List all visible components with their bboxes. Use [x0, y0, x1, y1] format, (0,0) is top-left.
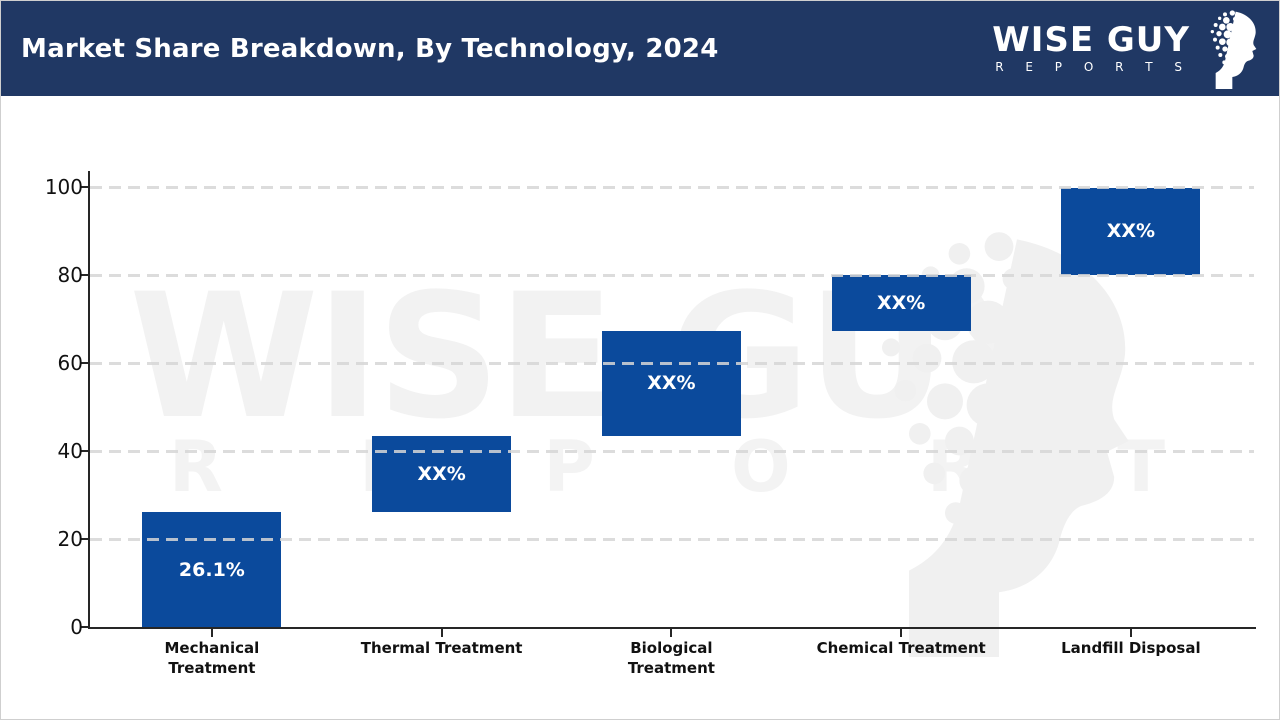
y-axis-label-80: 80	[57, 263, 83, 287]
x-axis-label-1: Thermal Treatment	[332, 638, 552, 658]
y-tick-mark-40	[81, 450, 89, 452]
x-axis-label-4: Landfill Disposal	[1021, 638, 1241, 658]
y-tick-mark-0	[81, 626, 89, 628]
y-tick-mark-20	[81, 538, 89, 540]
y-axis-line	[88, 171, 90, 629]
y-tick-mark-60	[81, 362, 89, 364]
gridline-20	[90, 538, 1254, 541]
x-axis-label-2: Biological Treatment	[561, 638, 781, 678]
x-axis-label-line: Landfill Disposal	[1061, 639, 1201, 657]
gridline-100	[90, 186, 1254, 189]
bar-biological-treatment: XX%	[601, 330, 741, 437]
y-axis-label-100: 100	[44, 175, 83, 199]
y-tick-mark-100	[81, 186, 89, 188]
y-axis-label-60: 60	[57, 351, 83, 375]
bar-value-label: XX%	[647, 372, 696, 395]
bar-chemical-treatment: XX%	[831, 275, 971, 331]
gridline-40	[90, 450, 1254, 453]
x-axis-label-line: Chemical Treatment	[816, 639, 986, 657]
x-tick-mark-0	[210, 629, 213, 637]
bar-landfill-disposal: XX%	[1061, 187, 1201, 275]
x-tick-mark-1	[440, 629, 443, 637]
x-axis-label-line: Treatment	[627, 659, 715, 677]
x-axis-label-line: Mechanical	[164, 639, 260, 657]
waterfall-chart: WISE GUY R E P O R T S 02040608010026.1%…	[1, 96, 1279, 719]
logo-wordmark: WISE GUY	[992, 20, 1191, 60]
x-axis-line	[88, 627, 1256, 629]
gridline-80	[90, 274, 1254, 277]
logo-subtitle: R E P O R T S	[995, 60, 1191, 74]
bar-value-label: XX%	[876, 291, 926, 314]
x-axis-label-line: Treatment	[168, 659, 256, 677]
y-axis-label-0: 0	[70, 615, 83, 639]
x-axis-label-line: Thermal Treatment	[360, 639, 523, 657]
logo-text: WISE GUY R E P O R T S	[991, 23, 1191, 74]
dotted-head-icon	[1210, 9, 1257, 89]
x-axis-label-3: Chemical Treatment	[791, 638, 1011, 658]
bar-value-label: 26.1%	[178, 558, 245, 581]
y-tick-mark-80	[81, 274, 89, 276]
x-tick-mark-4	[1129, 629, 1132, 637]
x-tick-mark-2	[670, 629, 673, 637]
chart-title: Market Share Breakdown, By Technology, 2…	[21, 33, 719, 64]
y-axis-label-40: 40	[57, 439, 83, 463]
x-axis-label-line: Biological	[630, 639, 713, 657]
gridline-60	[90, 362, 1254, 365]
bar-value-label: XX%	[1106, 220, 1156, 243]
wise-guy-logo: WISE GUY R E P O R T S	[991, 9, 1265, 89]
y-axis-label-20: 20	[57, 527, 83, 551]
header-bar: Market Share Breakdown, By Technology, 2…	[1, 1, 1279, 96]
x-axis-label-0: Mechanical Treatment	[102, 638, 322, 678]
bar-thermal-treatment: XX%	[372, 436, 512, 513]
bar-value-label: XX%	[417, 463, 466, 486]
x-tick-mark-3	[900, 629, 903, 637]
bar-mechanical-treatment: 26.1%	[142, 512, 282, 627]
